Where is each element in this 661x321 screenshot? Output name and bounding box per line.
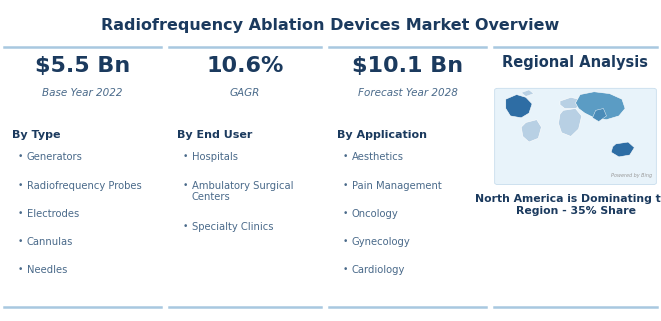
Text: Aesthetics: Aesthetics <box>352 152 404 162</box>
Text: •: • <box>17 209 22 218</box>
Text: Cardiology: Cardiology <box>352 265 405 275</box>
Text: •: • <box>17 237 22 246</box>
Text: •: • <box>17 265 22 274</box>
Text: •: • <box>182 222 188 231</box>
Polygon shape <box>576 92 625 120</box>
Text: Base Year 2022: Base Year 2022 <box>42 88 123 98</box>
Text: Pain Management: Pain Management <box>352 181 442 191</box>
Text: •: • <box>342 181 348 190</box>
Text: Powered by Bing: Powered by Bing <box>611 173 652 178</box>
Text: Generators: Generators <box>26 152 83 162</box>
Text: By Type: By Type <box>12 130 61 140</box>
Text: •: • <box>342 237 348 246</box>
Text: Forecast Year 2028: Forecast Year 2028 <box>358 88 457 98</box>
Text: •: • <box>342 152 348 161</box>
Text: Electrodes: Electrodes <box>26 209 79 219</box>
Text: Hospitals: Hospitals <box>192 152 237 162</box>
Text: Radiofrequency Ablation Devices Market Overview: Radiofrequency Ablation Devices Market O… <box>101 18 560 33</box>
Text: Gynecology: Gynecology <box>352 237 410 247</box>
Text: •: • <box>342 209 348 218</box>
Text: Oncology: Oncology <box>352 209 399 219</box>
Text: •: • <box>17 181 22 190</box>
Text: Needles: Needles <box>26 265 67 275</box>
Polygon shape <box>522 90 533 96</box>
Text: •: • <box>17 152 22 161</box>
Polygon shape <box>611 142 635 157</box>
Text: Radiofrequency Probes: Radiofrequency Probes <box>26 181 141 191</box>
Text: •: • <box>182 181 188 190</box>
Text: Specialty Clinics: Specialty Clinics <box>192 222 273 232</box>
Text: By Application: By Application <box>337 130 427 140</box>
Polygon shape <box>522 120 541 142</box>
Text: $10.1 Bn: $10.1 Bn <box>352 56 463 76</box>
Text: 10.6%: 10.6% <box>206 56 284 76</box>
Text: •: • <box>182 152 188 161</box>
FancyBboxPatch shape <box>494 88 656 185</box>
Polygon shape <box>592 108 607 122</box>
Text: By End User: By End User <box>177 130 253 140</box>
Text: •: • <box>342 265 348 274</box>
Polygon shape <box>559 108 582 136</box>
Polygon shape <box>560 97 582 108</box>
Text: Ambulatory Surgical
Centers: Ambulatory Surgical Centers <box>192 181 293 202</box>
Text: North America is Dominating the
Region - 35% Share: North America is Dominating the Region -… <box>475 194 661 216</box>
Text: $5.5 Bn: $5.5 Bn <box>35 56 130 76</box>
Polygon shape <box>506 95 532 118</box>
Text: Regional Analysis: Regional Analysis <box>502 55 648 70</box>
Text: GAGR: GAGR <box>230 88 260 98</box>
Text: Cannulas: Cannulas <box>26 237 73 247</box>
